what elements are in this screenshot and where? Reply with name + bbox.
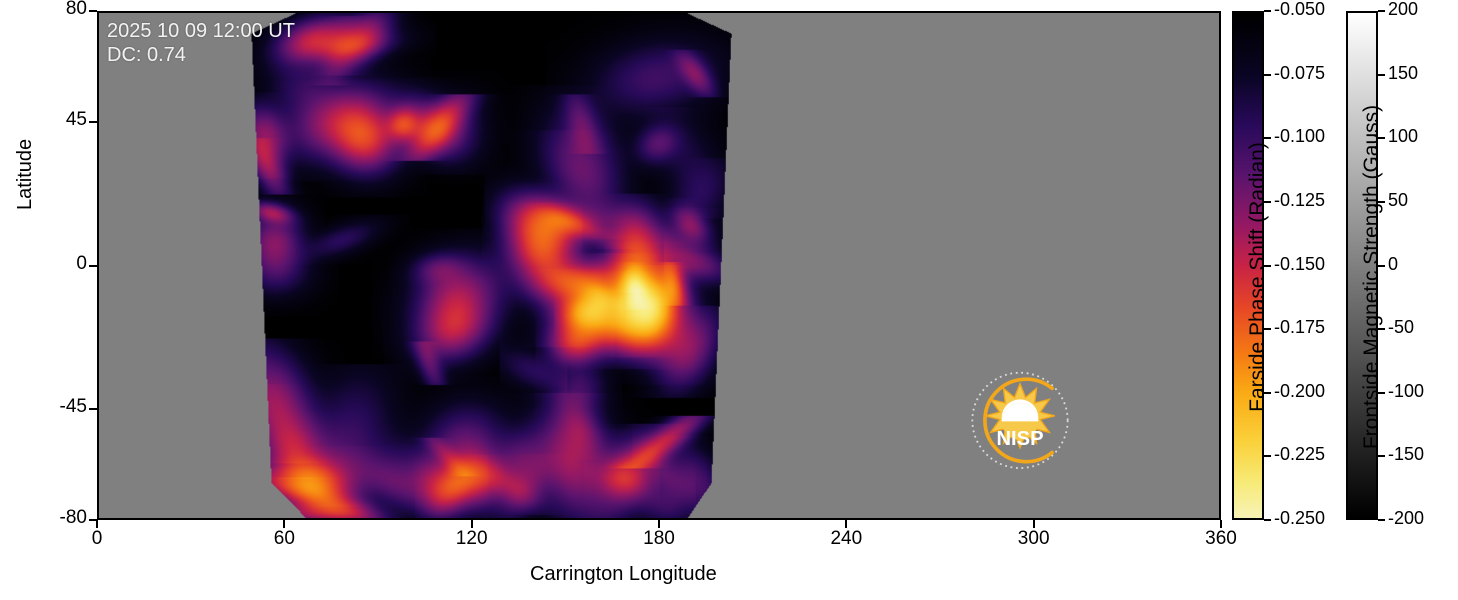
colorbar-2-ticks-label-0: 200: [1388, 0, 1418, 20]
colorbar-1-ticks-mark-3: [1264, 201, 1271, 203]
x-tick-mark-300: [1033, 520, 1035, 528]
colorbar-2-ticks-mark-1: [1378, 74, 1385, 76]
x-tick-mark-60: [283, 520, 285, 528]
x-tick-label-120: 120: [456, 528, 488, 550]
y-tick-label-80: 80: [42, 0, 87, 20]
y-tick-label-45: 45: [42, 109, 87, 131]
x-tick-label-180: 180: [643, 528, 675, 550]
colorbar-2-ticks-label-5: -50: [1388, 317, 1414, 338]
x-tick-mark-360: [1220, 520, 1222, 528]
nisp-logo-text: NISP: [996, 428, 1043, 450]
y-tick-mark-45: [89, 121, 97, 123]
y-tick-label--80: -80: [42, 507, 87, 529]
colorbar-2-ticks-label-2: 100: [1388, 126, 1418, 147]
colorbar-2-ticks-label-1: 150: [1388, 63, 1418, 84]
colorbar-1-ticks-label-4: -0.150: [1274, 254, 1325, 275]
colorbar-1-title: Farside Phase Shift (Radian): [1246, 142, 1270, 412]
y-tick-label-0: 0: [42, 253, 87, 275]
colorbar-1-ticks-label-2: -0.100: [1274, 126, 1325, 147]
x-tick-mark-240: [845, 520, 847, 528]
colorbar-2-ticks-label-6: -100: [1388, 381, 1424, 402]
colorbar-1-ticks-mark-0: [1264, 10, 1271, 12]
colorbar-2-ticks-mark-0: [1378, 10, 1385, 12]
chart-root: 2025 10 09 12:00 UT DC: 0.74 Latitude Ca…: [0, 0, 1458, 600]
colorbar-2-ticks-mark-6: [1378, 392, 1385, 394]
colorbar-2-ticks-mark-7: [1378, 455, 1385, 457]
colorbar-1-ticks-label-0: -0.050: [1274, 0, 1325, 20]
colorbar-2-ticks-mark-4: [1378, 265, 1385, 267]
colorbar-1-ticks-mark-5: [1264, 328, 1271, 330]
colorbar-1-ticks-label-7: -0.225: [1274, 444, 1325, 465]
colorbar-1-ticks-mark-2: [1264, 137, 1271, 139]
nisp-logo: NISP: [965, 360, 1075, 490]
colorbar-1-ticks-label-6: -0.200: [1274, 381, 1325, 402]
y-tick-mark-0: [89, 265, 97, 267]
colorbar-2-ticks-label-8: -200: [1388, 508, 1424, 529]
colorbar-2-ticks-label-3: 50: [1388, 190, 1408, 211]
x-tick-mark-0: [96, 520, 98, 528]
colorbar-2-title: Frontside Magnetic Strength (Gauss): [1360, 105, 1384, 449]
colorbar-2-ticks-mark-5: [1378, 328, 1385, 330]
x-tick-mark-120: [471, 520, 473, 528]
x-tick-label-240: 240: [830, 528, 862, 550]
colorbar-2-ticks-mark-8: [1378, 519, 1385, 521]
colorbar-1-ticks-label-1: -0.075: [1274, 63, 1325, 84]
colorbar-1-ticks-mark-4: [1264, 265, 1271, 267]
y-tick-mark--45: [89, 408, 97, 410]
colorbar-1-ticks-mark-1: [1264, 74, 1271, 76]
colorbar-1-ticks-label-8: -0.250: [1274, 508, 1325, 529]
colorbar-1-ticks-mark-6: [1264, 392, 1271, 394]
y-axis-label: Latitude: [14, 139, 37, 210]
x-tick-label-0: 0: [92, 528, 103, 550]
x-tick-mark-180: [658, 520, 660, 528]
colorbar-1-ticks-label-3: -0.125: [1274, 190, 1325, 211]
x-axis-label: Carrington Longitude: [530, 563, 717, 586]
y-tick-label--45: -45: [42, 396, 87, 418]
x-tick-label-300: 300: [1018, 528, 1050, 550]
y-tick-mark-80: [89, 10, 97, 12]
x-tick-label-60: 60: [274, 528, 295, 550]
colorbar-1-ticks-mark-8: [1264, 519, 1271, 521]
colorbar-2-ticks-mark-2: [1378, 137, 1385, 139]
colorbar-2-ticks-label-4: 0: [1388, 254, 1398, 275]
colorbar-1-ticks-mark-7: [1264, 455, 1271, 457]
colorbar-2-ticks-label-7: -150: [1388, 444, 1424, 465]
colorbar-1-ticks-label-5: -0.175: [1274, 317, 1325, 338]
colorbar-2-ticks-mark-3: [1378, 201, 1385, 203]
x-tick-label-360: 360: [1205, 528, 1237, 550]
